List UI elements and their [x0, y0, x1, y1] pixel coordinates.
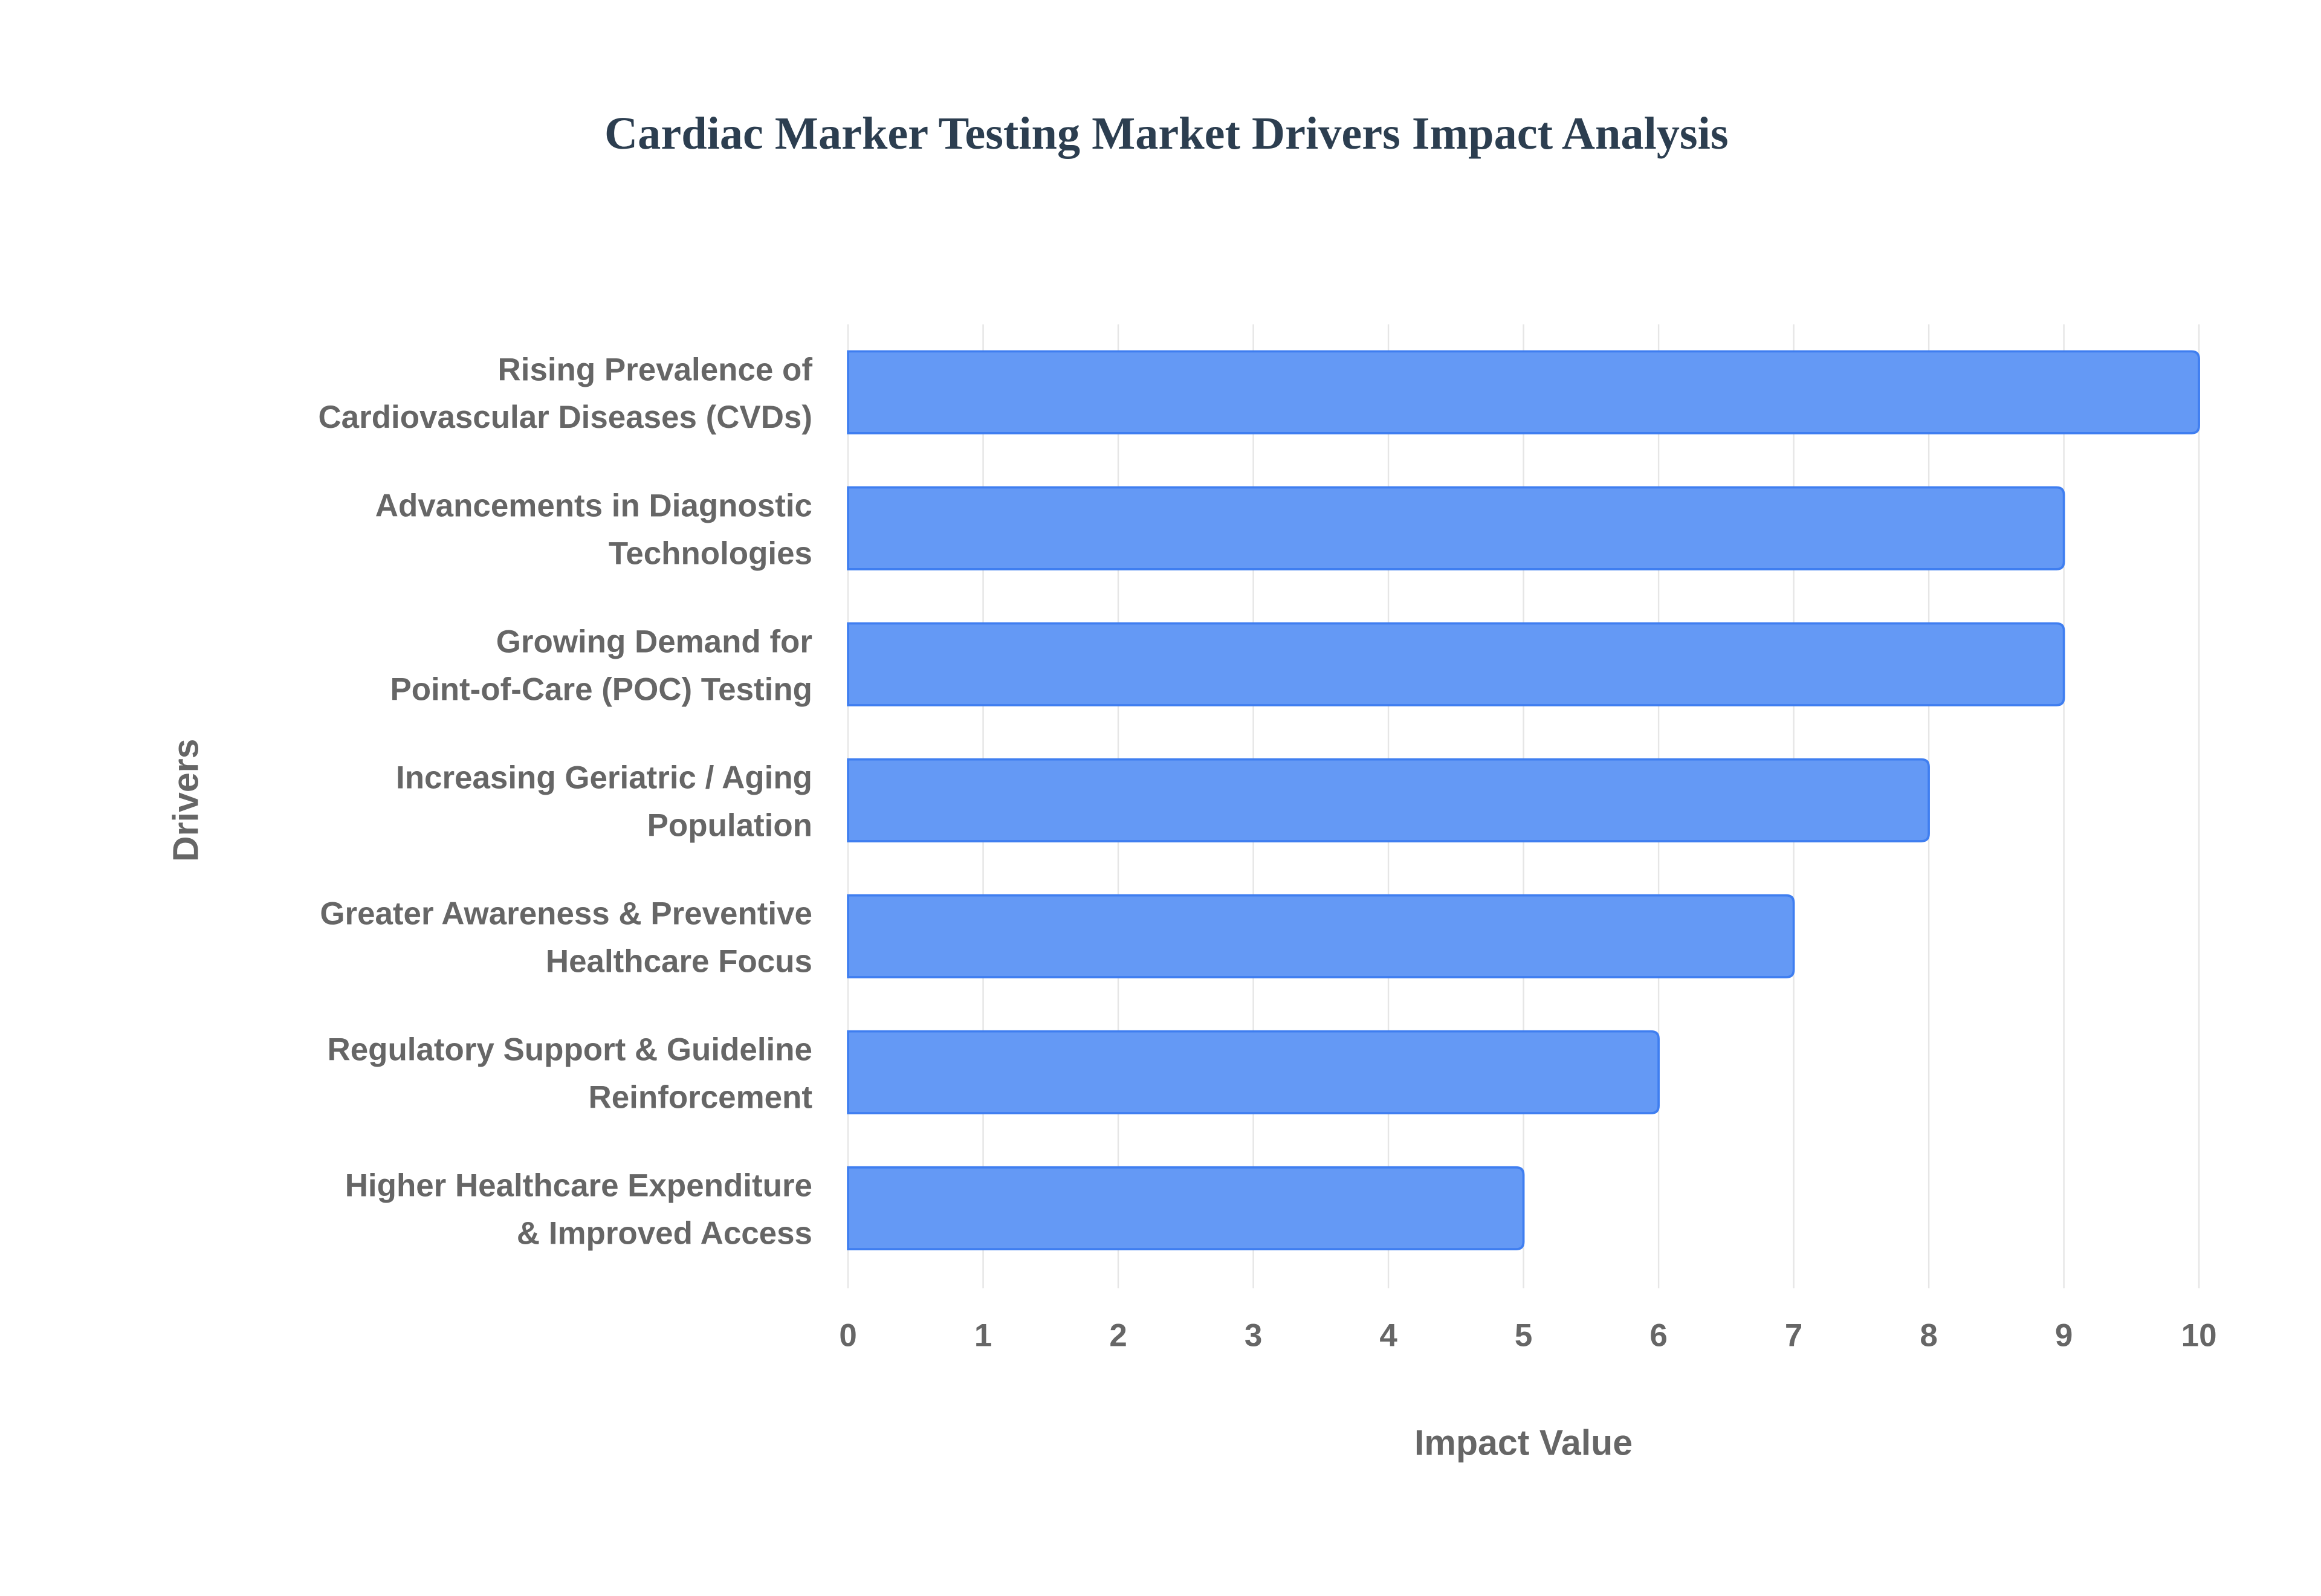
y-tick-label: Cardiovascular Diseases (CVDs)	[318, 399, 812, 435]
x-tick-label: 5	[1515, 1318, 1532, 1354]
x-tick-label: 4	[1379, 1318, 1397, 1354]
bar	[847, 622, 2065, 706]
x-tick-label: 1	[974, 1318, 992, 1354]
y-tick-label: Technologies	[609, 535, 812, 571]
y-tick-label: Rising Prevalence of	[498, 352, 813, 387]
y-tick-label: Advancements in Diagnostic	[375, 488, 812, 523]
x-tick-label: 2	[1109, 1318, 1127, 1354]
x-tick-label: 9	[2055, 1318, 2073, 1354]
x-tick-label: 10	[2181, 1318, 2217, 1354]
x-tick-label: 8	[1920, 1318, 1937, 1354]
bar	[847, 758, 1930, 842]
x-tick-label: 7	[1785, 1318, 1802, 1354]
y-tick-label: Higher Healthcare Expenditure	[345, 1168, 812, 1204]
y-tick-label: Population	[647, 807, 812, 843]
y-tick-label: Greater Awareness & Preventive	[320, 896, 812, 932]
x-tick-label: 0	[839, 1318, 856, 1354]
bar	[847, 894, 1795, 978]
y-tick-label: Healthcare Focus	[546, 943, 812, 979]
bar	[847, 350, 2200, 435]
x-tick-label: 3	[1245, 1318, 1262, 1354]
y-tick-label: Growing Demand for	[496, 624, 812, 660]
y-tick-label: Point-of-Care (POC) Testing	[390, 671, 812, 707]
x-tick-label: 6	[1649, 1318, 1667, 1354]
bar	[847, 1166, 1525, 1250]
x-axis-title: Impact Value	[1414, 1423, 1633, 1462]
y-axis-title: Drivers	[166, 738, 206, 862]
y-tick-label: Reinforcement	[589, 1079, 812, 1115]
y-tick-label: Regulatory Support & Guideline	[328, 1032, 812, 1068]
y-tick-label: Increasing Geriatric / Aging	[396, 760, 812, 796]
bar	[847, 1030, 1660, 1114]
bar	[847, 486, 2065, 570]
chart-title: Cardiac Marker Testing Market Drivers Im…	[604, 107, 1729, 160]
y-tick-label: & Improved Access	[517, 1216, 812, 1252]
